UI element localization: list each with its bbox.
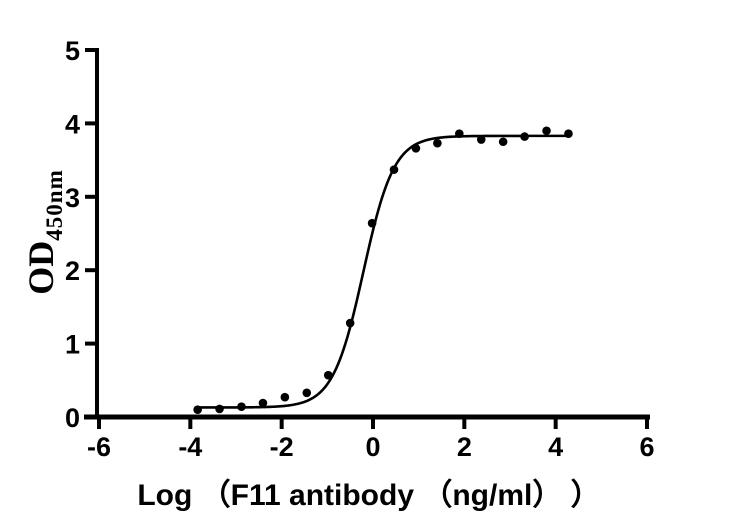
y-axis-title-main: OD [21, 240, 61, 295]
fit-curve [196, 134, 570, 409]
x-tick-label: 6 [639, 432, 654, 462]
data-point [389, 165, 399, 174]
y-tick-label: 4 [65, 109, 80, 139]
y-axis-title: OD450nm [20, 169, 68, 294]
data-point [302, 388, 312, 398]
y-tick-label: 2 [65, 256, 80, 286]
data-point [498, 137, 508, 147]
data-point [411, 144, 421, 153]
x-tick-label: -4 [178, 432, 202, 462]
data-point [367, 218, 377, 228]
y-tick-label: 0 [65, 403, 80, 433]
x-tick-label: 4 [548, 432, 563, 462]
x-axis-title: Log （F11 antibody （ng/ml） ） [137, 479, 601, 512]
data-point [455, 129, 464, 138]
data-point [258, 398, 268, 408]
x-tick-label: 2 [457, 432, 472, 462]
data-point [542, 126, 551, 136]
x-tick-label: -2 [270, 432, 294, 462]
data-point [237, 402, 246, 412]
data-point [520, 132, 529, 141]
data-point [433, 138, 442, 148]
data-point [564, 129, 573, 138]
y-axis-title-subscript: 450nm [42, 169, 67, 241]
y-tick-label: 3 [65, 183, 80, 213]
data-point [345, 318, 355, 328]
data-point [280, 392, 290, 402]
data-point [476, 135, 486, 144]
x-tick-label: -6 [87, 432, 111, 462]
data-point [215, 404, 224, 414]
data-point [323, 370, 333, 380]
x-tick-label: 0 [365, 432, 380, 462]
data-point [193, 405, 202, 414]
y-tick-label: 1 [65, 330, 80, 360]
y-tick-label: 5 [65, 36, 80, 66]
